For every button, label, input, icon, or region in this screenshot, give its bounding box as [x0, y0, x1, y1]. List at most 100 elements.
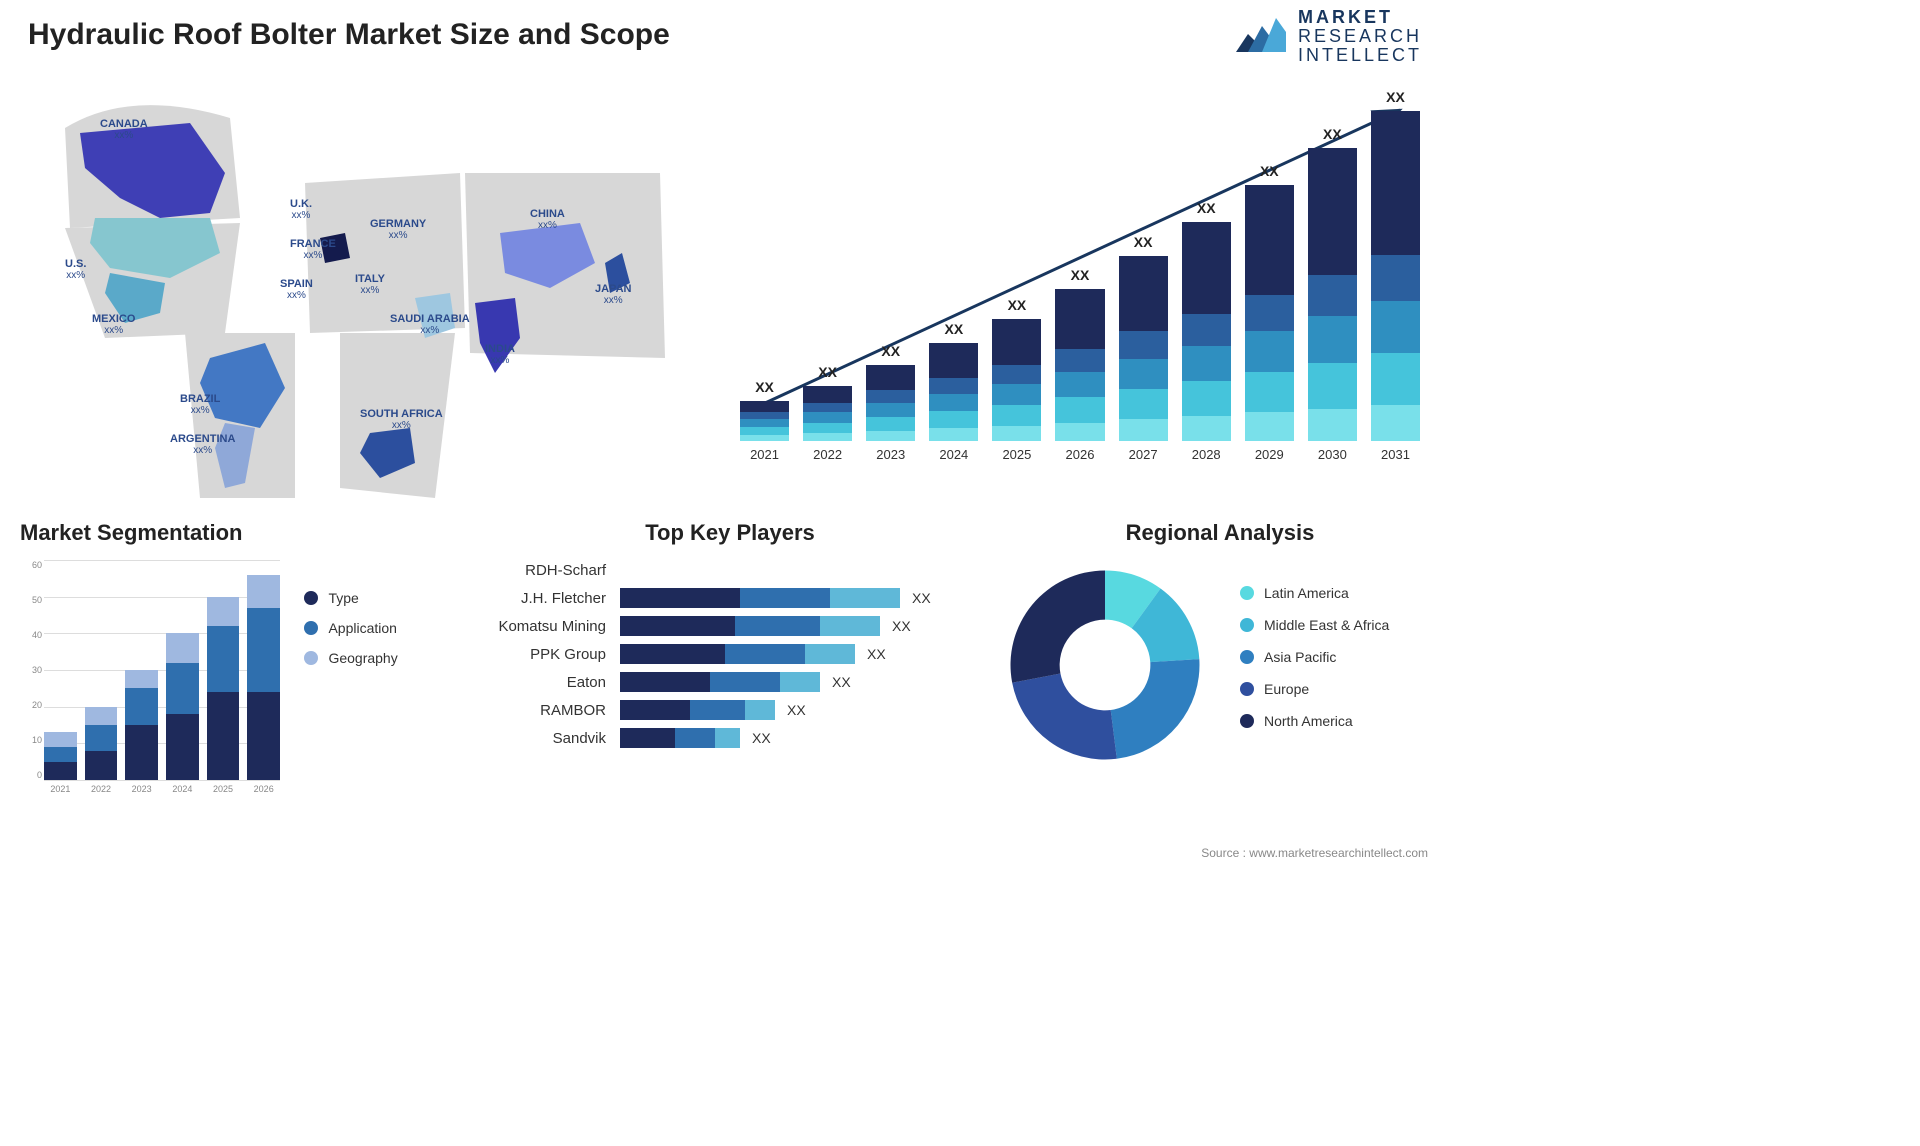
growth-bar-year: 2025 [1002, 447, 1031, 462]
player-value: XX [912, 590, 931, 606]
growth-bar-value: XX [944, 321, 963, 337]
growth-bar-segment [866, 431, 915, 441]
growth-bar-segment [1182, 346, 1231, 381]
growth-bar-segment [992, 426, 1041, 441]
growth-bar-segment [740, 427, 789, 435]
map-label-brazil: BRAZILxx% [180, 393, 220, 416]
growth-bar-segment [1371, 111, 1420, 255]
growth-bar-segment [1308, 363, 1357, 409]
legend-label: Middle East & Africa [1264, 617, 1389, 633]
seg-ytick: 50 [20, 595, 42, 605]
player-bar-segment [620, 644, 725, 664]
map-label-japan: JAPANxx% [595, 283, 631, 306]
map-label-germany: GERMANYxx% [370, 218, 426, 241]
legend-swatch-icon [1240, 618, 1254, 632]
growth-bar-segment [1055, 289, 1104, 349]
growth-bar-segment [1182, 416, 1231, 441]
seg-bar-2023 [125, 670, 158, 780]
growth-bar-segment [866, 390, 915, 403]
growth-bar-segment [740, 401, 789, 413]
regional-legend-item: Middle East & Africa [1240, 617, 1389, 633]
player-row: RDH-Scharf [470, 560, 990, 580]
player-value: XX [867, 646, 886, 662]
map-label-us: U.S.xx% [65, 258, 86, 281]
growth-bar-value: XX [818, 364, 837, 380]
map-label-mexico: MEXICOxx% [92, 313, 135, 336]
seg-bar-2026 [247, 575, 280, 780]
seg-ytick: 40 [20, 630, 42, 640]
seg-bar-segment [125, 688, 158, 725]
player-bar-segment [740, 588, 830, 608]
growth-bar-segment [1182, 222, 1231, 314]
player-bar-segment [745, 700, 775, 720]
player-name: Sandvik [470, 730, 620, 747]
seg-bar-2024 [166, 633, 199, 780]
growth-bar-segment [740, 435, 789, 441]
regional-legend-item: North America [1240, 713, 1389, 729]
seg-xlabel: 2024 [166, 784, 199, 800]
segmentation-chart: 6050403020100 202120222023202420252026 [20, 560, 280, 800]
growth-bar-segment [1182, 381, 1231, 416]
player-name: J.H. Fletcher [470, 590, 620, 607]
player-bar-segment [710, 672, 780, 692]
growth-bar-segment [1182, 314, 1231, 346]
player-name: RDH-Scharf [470, 562, 620, 579]
growth-bar-year: 2030 [1318, 447, 1347, 462]
seg-bar-segment [85, 725, 118, 751]
seg-xlabel: 2025 [207, 784, 240, 800]
seg-legend-item: Type [304, 590, 397, 606]
legend-swatch-icon [1240, 714, 1254, 728]
growth-bar-segment [992, 365, 1041, 385]
player-bar-segment [690, 700, 745, 720]
seg-ytick: 30 [20, 665, 42, 675]
player-value: XX [892, 618, 911, 634]
logo-line1: MARKET [1298, 8, 1422, 27]
players-title: Top Key Players [470, 520, 990, 546]
player-row: SandvikXX [470, 728, 990, 748]
growth-bar-year: 2027 [1129, 447, 1158, 462]
player-bar [620, 700, 775, 720]
seg-bar-segment [85, 751, 118, 780]
player-bar [620, 616, 880, 636]
seg-xlabel: 2022 [85, 784, 118, 800]
growth-bar-year: 2028 [1192, 447, 1221, 462]
growth-bar-segment [1245, 331, 1294, 371]
map-label-china: CHINAxx% [530, 208, 565, 231]
logo-line3: INTELLECT [1298, 46, 1422, 65]
player-bar-segment [620, 672, 710, 692]
growth-bar-2030: XX2030 [1308, 126, 1357, 462]
growth-bar-value: XX [755, 379, 774, 395]
growth-bar-segment [929, 411, 978, 428]
player-bar-segment [620, 588, 740, 608]
legend-label: Latin America [1264, 585, 1349, 601]
seg-bar-2021 [44, 732, 77, 780]
map-label-southafrica: SOUTH AFRICAxx% [360, 408, 443, 431]
growth-bar-segment [803, 433, 852, 441]
player-bar [620, 644, 855, 664]
growth-bar-value: XX [1386, 89, 1405, 105]
map-label-uk: U.K.xx% [290, 198, 312, 221]
player-bar-segment [805, 644, 855, 664]
regional-legend-item: Asia Pacific [1240, 649, 1389, 665]
player-bar-segment [620, 616, 735, 636]
legend-swatch-icon [1240, 650, 1254, 664]
player-row: RAMBORXX [470, 700, 990, 720]
seg-bar-segment [44, 732, 77, 747]
players-rows: RDH-Scharf J.H. Fletcher XX Komatsu Mining X… [470, 560, 990, 748]
growth-bar-value: XX [881, 343, 900, 359]
player-bar-segment [620, 700, 690, 720]
legend-label: Application [328, 620, 397, 636]
growth-bar-segment [866, 403, 915, 417]
growth-bar-segment [1245, 412, 1294, 441]
seg-ytick: 20 [20, 700, 42, 710]
growth-bar-segment [1119, 389, 1168, 419]
seg-bar-segment [247, 608, 280, 692]
seg-bar-segment [125, 725, 158, 780]
growth-bar-segment [929, 394, 978, 411]
player-name: Komatsu Mining [470, 618, 620, 635]
seg-bar-segment [166, 663, 199, 714]
seg-bar-segment [125, 670, 158, 688]
player-row: J.H. Fletcher XX [470, 588, 990, 608]
growth-bar-segment [1055, 349, 1104, 372]
segmentation-panel: Market Segmentation 6050403020100 202120… [20, 520, 450, 800]
